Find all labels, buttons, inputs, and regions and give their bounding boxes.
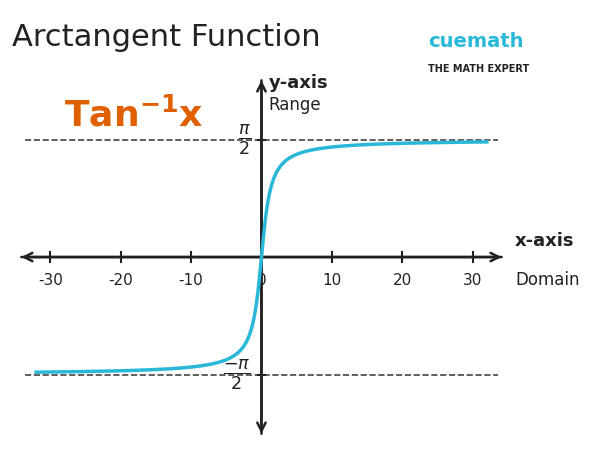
- Text: $\mathbf{Tan^{-1}x}$: $\mathbf{Tan^{-1}x}$: [64, 97, 204, 133]
- Text: $\frac{\pi}{2}$: $\frac{\pi}{2}$: [238, 122, 251, 157]
- Text: -30: -30: [38, 274, 62, 289]
- Text: Range: Range: [268, 96, 321, 114]
- Text: x-axis: x-axis: [515, 231, 574, 250]
- Text: 0: 0: [257, 274, 266, 289]
- Text: 30: 30: [463, 274, 482, 289]
- Text: y-axis: y-axis: [268, 74, 328, 92]
- Text: Arctangent Function: Arctangent Function: [12, 23, 321, 52]
- Text: -20: -20: [108, 274, 133, 289]
- Text: $\frac{-\pi}{2}$: $\frac{-\pi}{2}$: [223, 357, 251, 392]
- Text: cuemath: cuemath: [428, 32, 523, 51]
- Text: Domain: Domain: [515, 270, 580, 289]
- Text: THE MATH EXPERT: THE MATH EXPERT: [428, 64, 529, 74]
- Text: -10: -10: [179, 274, 203, 289]
- Text: 10: 10: [323, 274, 342, 289]
- Text: 20: 20: [393, 274, 412, 289]
